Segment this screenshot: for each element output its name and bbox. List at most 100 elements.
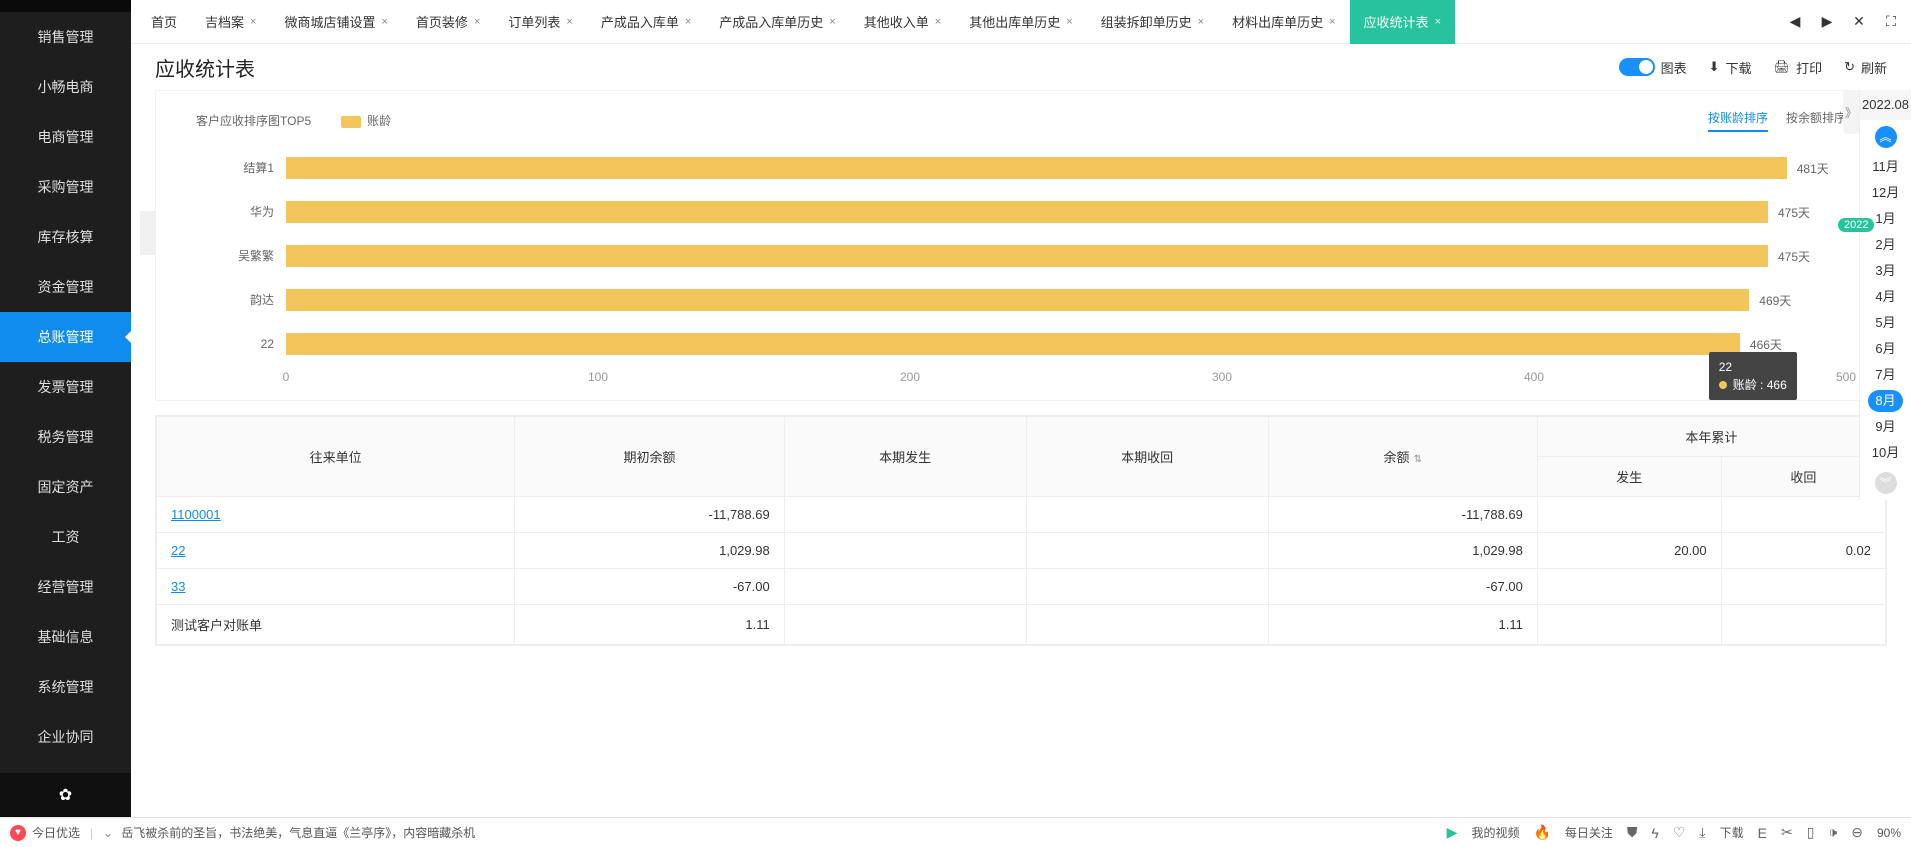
sidebar-item-5[interactable]: 资金管理 <box>0 262 131 312</box>
sidebar-item-12[interactable]: 基础信息 <box>0 612 131 662</box>
panel-icon[interactable]: ▯ <box>1807 824 1815 841</box>
month-option[interactable]: 10月 <box>1860 440 1911 466</box>
sidebar-item-7[interactable]: 发票管理 <box>0 362 131 412</box>
tab-close[interactable]: × <box>250 16 256 28</box>
tab-10[interactable]: 材料出库单历史× <box>1218 0 1349 44</box>
shield-icon[interactable]: ⛊ <box>1627 824 1638 841</box>
tab-8[interactable]: 其他出库单历史× <box>955 0 1086 44</box>
month-option[interactable]: 9月 <box>1860 414 1911 440</box>
tab-0[interactable]: 首页 <box>137 0 191 44</box>
tab-close[interactable]: × <box>381 16 387 28</box>
expand-handle[interactable] <box>140 211 156 255</box>
bar[interactable] <box>286 333 1740 355</box>
sidebar-item-11[interactable]: 经营管理 <box>0 562 131 612</box>
month-option[interactable]: 5月 <box>1860 310 1911 336</box>
tab-close[interactable]: × <box>935 16 941 28</box>
tab-close[interactable]: × <box>1435 16 1441 28</box>
download-tray-icon[interactable]: ⤓ <box>1699 824 1705 841</box>
bar[interactable] <box>286 201 1768 223</box>
download-button[interactable]: ⬇ 下载 <box>1709 58 1752 77</box>
month-option[interactable]: 4月 <box>1860 284 1911 310</box>
sidebar-item-9[interactable]: 固定资产 <box>0 462 131 512</box>
month-option[interactable]: 6月 <box>1860 336 1911 362</box>
chevron-down-icon[interactable]: ⌄ <box>103 826 113 840</box>
bolt-icon[interactable]: ϟ <box>1651 825 1658 841</box>
unit-link[interactable]: 33 <box>171 579 185 594</box>
sidebar-item-1[interactable]: 小畅电商 <box>0 62 131 112</box>
sidebar-item-14[interactable]: 企业协同 <box>0 712 131 762</box>
col-balance[interactable]: 余额⇅ <box>1268 417 1537 497</box>
heart-icon[interactable]: ♥ <box>10 825 26 841</box>
col-ytd-occur[interactable]: 发生 <box>1537 457 1721 497</box>
tab-close[interactable]: × <box>829 16 835 28</box>
month-option[interactable]: 8月 <box>1868 390 1903 412</box>
sidebar-item-6[interactable]: 总账管理 <box>0 312 131 362</box>
tab-close[interactable]: × <box>566 16 572 28</box>
col-occur[interactable]: 本期发生 <box>784 417 1026 497</box>
daily-focus[interactable]: 每日关注 <box>1565 824 1613 841</box>
tab-5[interactable]: 产成品入库单× <box>587 0 705 44</box>
month-option[interactable]: 12月 <box>1860 180 1911 206</box>
tab-3[interactable]: 首页装修× <box>402 0 494 44</box>
tab-1[interactable]: 吉档案× <box>191 0 270 44</box>
sidebar-item-10[interactable]: 工资 <box>0 512 131 562</box>
unit-link[interactable]: 22 <box>171 543 185 558</box>
date-up[interactable]: ︽ <box>1875 126 1897 148</box>
tab-6[interactable]: 产成品入库单历史× <box>705 0 849 44</box>
news-headline[interactable]: 岳飞被杀前的圣旨，书法绝美，气息直逼《兰亭序》，内容暗藏杀机 <box>121 824 475 841</box>
fullscreen-icon[interactable]: ⛶ <box>1877 8 1905 36</box>
tab-close[interactable]: × <box>1198 16 1204 28</box>
sidebar-item-2[interactable]: 电商管理 <box>0 112 131 162</box>
tabs-prev[interactable]: ◀ <box>1781 8 1809 36</box>
sort-tab-1[interactable]: 按余额排序 <box>1786 109 1846 132</box>
zoom-level[interactable]: 90% <box>1877 826 1901 840</box>
tab-2[interactable]: 微商城店铺设置× <box>270 0 401 44</box>
tab-7[interactable]: 其他收入单× <box>850 0 955 44</box>
sidebar-item-0[interactable]: 销售管理 <box>0 12 131 62</box>
col-unit[interactable]: 往来单位 <box>157 417 515 497</box>
tab-close[interactable]: × <box>685 16 691 28</box>
pin-icon[interactable]: Е <box>1758 825 1767 841</box>
settings-gear[interactable]: ✿ <box>0 773 131 817</box>
tabs-next[interactable]: ▶ <box>1813 8 1841 36</box>
tabs-close-all[interactable]: ✕ <box>1845 8 1873 36</box>
month-option[interactable]: 7月 <box>1860 362 1911 388</box>
taskbar-today[interactable]: 今日优选 <box>32 824 80 841</box>
flame-icon[interactable]: 🔥 <box>1533 824 1550 841</box>
print-button[interactable]: 🖨 打印 <box>1774 58 1823 77</box>
col-recv[interactable]: 本期收回 <box>1026 417 1268 497</box>
month-option[interactable]: 3月 <box>1860 258 1911 284</box>
zoom-out-icon[interactable]: ⊖ <box>1851 824 1863 841</box>
volume-icon[interactable]: 🕩 <box>1828 824 1837 841</box>
bar[interactable] <box>286 289 1749 311</box>
chart-toggle[interactable]: 图表 <box>1619 58 1687 77</box>
sidebar-item-13[interactable]: 系统管理 <box>0 662 131 712</box>
screenshot-icon[interactable]: ✂ <box>1781 824 1793 841</box>
tab-close[interactable]: × <box>474 16 480 28</box>
month-option[interactable]: 2月 <box>1860 232 1911 258</box>
sidebar-item-4[interactable]: 库存核算 <box>0 212 131 262</box>
refresh-button[interactable]: ↻ 刷新 <box>1844 58 1887 77</box>
sort-tab-0[interactable]: 按账龄排序 <box>1708 109 1768 132</box>
sidebar-item-8[interactable]: 税务管理 <box>0 412 131 462</box>
heart-outline-icon[interactable]: ♡ <box>1673 824 1686 841</box>
sort-icon[interactable]: ⇅ <box>1414 454 1422 465</box>
tab-9[interactable]: 组装拆卸单历史× <box>1087 0 1218 44</box>
toggle-switch[interactable] <box>1619 58 1655 76</box>
tab-11[interactable]: 应收统计表× <box>1350 0 1455 44</box>
date-down[interactable]: ︾ <box>1875 472 1897 494</box>
play-icon[interactable]: ▶ <box>1447 824 1458 841</box>
month-option[interactable]: 11月 <box>1860 154 1911 180</box>
date-header[interactable]: 2022.08 <box>1860 90 1911 120</box>
col-open[interactable]: 期初余额 <box>515 417 784 497</box>
taskbar-download[interactable]: 下载 <box>1720 824 1744 841</box>
bar[interactable] <box>286 157 1787 179</box>
tab-close[interactable]: × <box>1329 16 1335 28</box>
date-panel-collapse[interactable]: 》 <box>1843 90 1859 134</box>
unit-link[interactable]: 1100001 <box>171 507 221 522</box>
sidebar-item-3[interactable]: 采购管理 <box>0 162 131 212</box>
bar[interactable] <box>286 245 1768 267</box>
tab-4[interactable]: 订单列表× <box>494 0 586 44</box>
tab-close[interactable]: × <box>1066 16 1072 28</box>
my-video[interactable]: 我的视频 <box>1471 824 1519 841</box>
